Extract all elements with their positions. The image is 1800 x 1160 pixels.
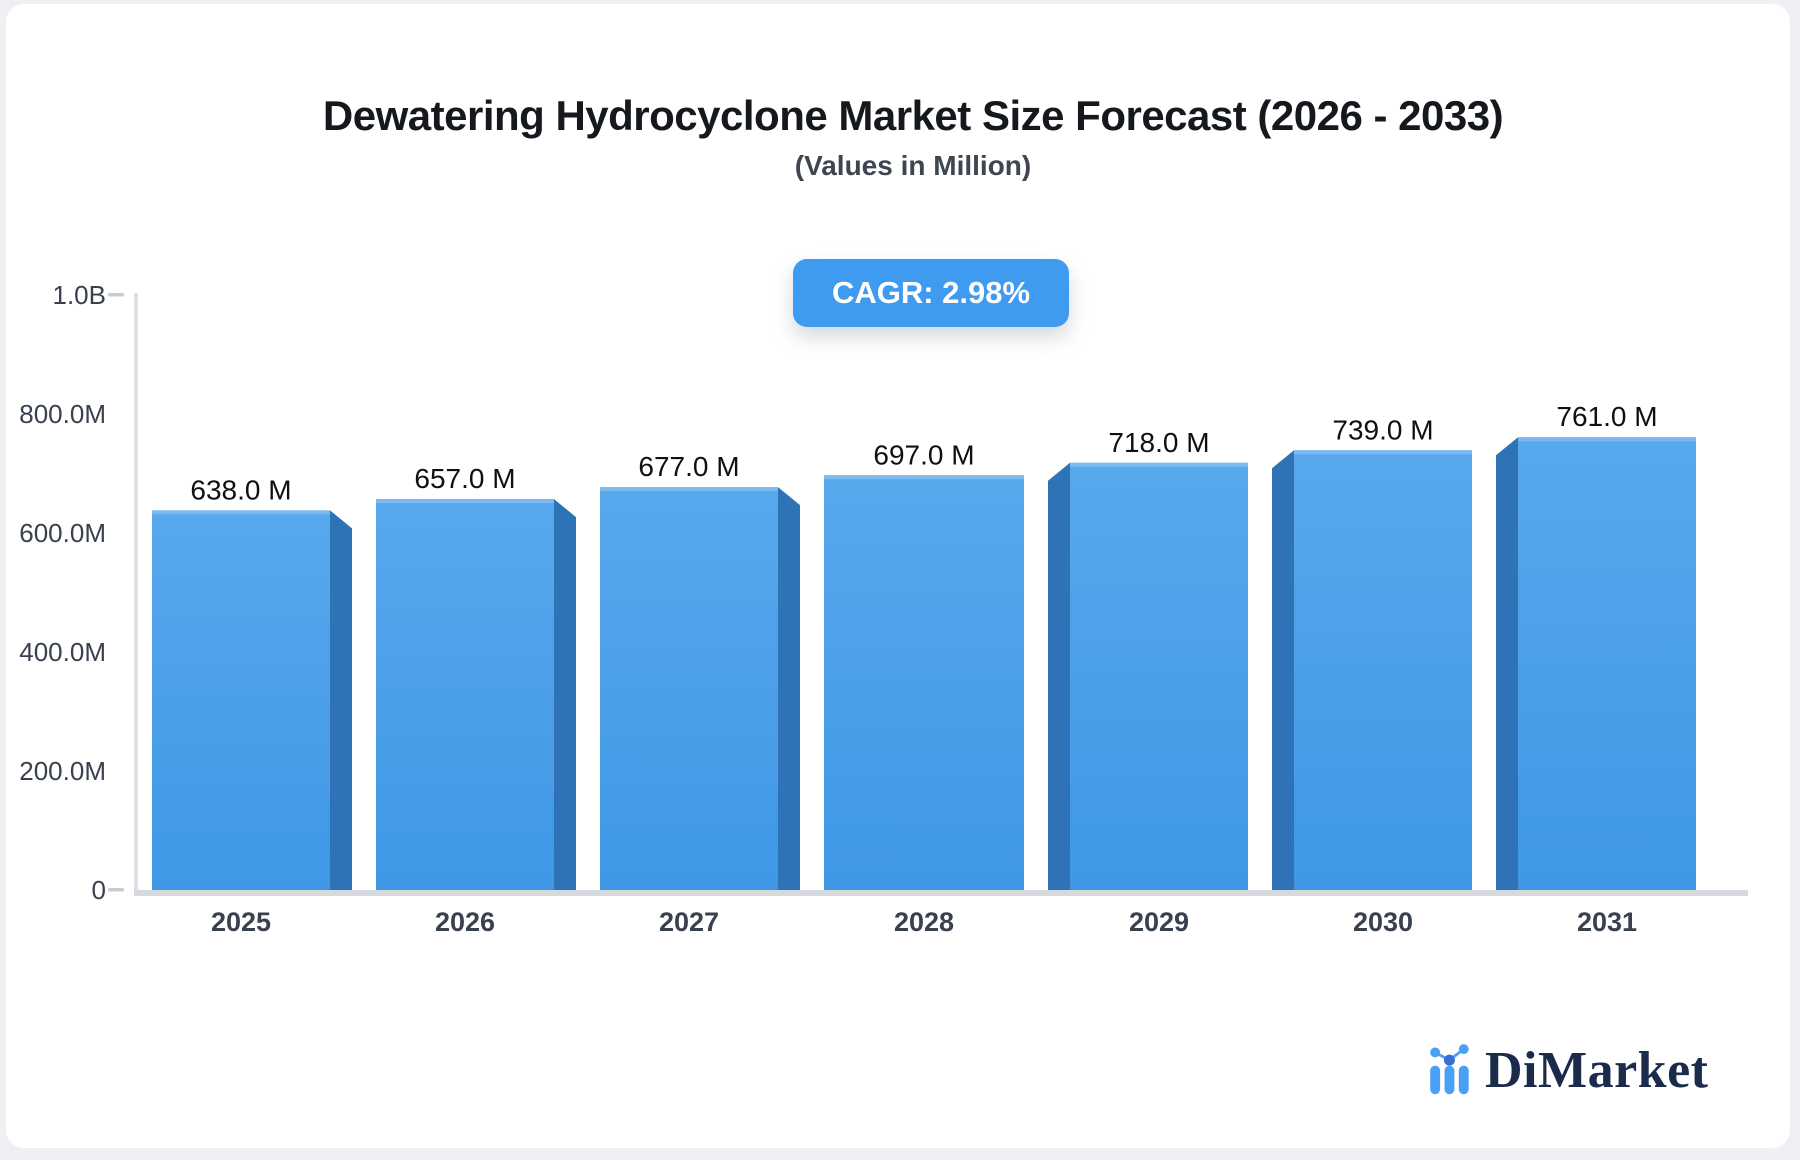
bar-top-cap: [1518, 437, 1696, 442]
bar-top-cap: [376, 499, 554, 504]
bar-side-face: [554, 499, 576, 890]
bar-value-label: 761.0 M: [1556, 401, 1657, 432]
x-category-label: 2025: [211, 907, 271, 937]
bar-front-face: [1518, 437, 1696, 890]
bar-chart: 1.0B 800.0M 600.0M 400.0M 200.0M 0 638.0 M 2025…: [19, 280, 1748, 937]
cagr-badge-label: CAGR: 2.98%: [831, 275, 1031, 310]
y-tick-label: 400.0M: [19, 637, 106, 667]
brand-logo: DiMarket: [1428, 1040, 1708, 1100]
bar-2027[interactable]: [600, 487, 800, 890]
bar-front-face: [1070, 462, 1248, 890]
y-tick-label: 800.0M: [19, 399, 106, 429]
bar-value-label: 677.0 M: [638, 451, 739, 482]
bar-2026[interactable]: [376, 499, 576, 890]
cagr-badge: CAGR: 2.98%: [793, 259, 1069, 327]
x-category-label: 2030: [1353, 907, 1413, 937]
bar-front-face: [1294, 450, 1472, 890]
y-tick-label: 600.0M: [19, 518, 106, 548]
logo-bar: [1458, 1065, 1469, 1095]
bar-side-face: [1048, 462, 1070, 890]
x-category-label: 2027: [659, 907, 719, 937]
bar-2031[interactable]: [1496, 437, 1696, 890]
bar-side-face: [1272, 450, 1294, 890]
bar-top-cap: [1294, 450, 1472, 455]
brand-logo-icon: [1430, 1044, 1469, 1095]
chart-title: Dewatering Hydrocyclone Market Size Fore…: [322, 92, 1504, 139]
chart-subtitle: (Values in Million): [794, 150, 1032, 181]
bar-side-face: [778, 487, 800, 890]
bar-side-face: [1496, 437, 1518, 890]
x-category-label: 2026: [435, 907, 495, 937]
x-category-label: 2028: [894, 907, 954, 937]
bar-value-label: 657.0 M: [414, 463, 515, 494]
bar-2030[interactable]: [1272, 450, 1472, 890]
chart-card: Dewatering Hydrocyclone Market Size Fore…: [6, 4, 1790, 1148]
x-axis-line: [134, 890, 1748, 896]
bar-front-face: [824, 475, 1024, 890]
brand-logo-text: DiMarket: [1485, 1041, 1709, 1099]
bar-front-face: [600, 487, 778, 890]
y-tick-label: 0: [92, 875, 106, 905]
bar-value-label: 739.0 M: [1332, 414, 1433, 445]
bar-2029[interactable]: [1048, 462, 1248, 890]
bar-side-face: [330, 510, 352, 890]
x-category-label: 2031: [1577, 907, 1637, 937]
logo-dot: [1430, 1047, 1441, 1058]
bar-2028[interactable]: [824, 475, 1024, 890]
chart-header: Dewatering Hydrocyclone Market Size Fore…: [36, 4, 1790, 182]
bar-top-cap: [152, 510, 330, 515]
bar-value-label: 718.0 M: [1108, 427, 1209, 458]
bar-front-face: [376, 499, 554, 890]
y-tick-mark: [108, 293, 124, 297]
x-category-label: 2029: [1129, 907, 1189, 937]
bar-value-label: 638.0 M: [190, 474, 291, 505]
bar-top-cap: [824, 475, 1024, 480]
logo-dot: [1458, 1044, 1469, 1055]
logo-bar: [1444, 1065, 1455, 1095]
y-axis-line: [134, 293, 138, 896]
bar-2025[interactable]: [152, 510, 352, 890]
logo-bar: [1430, 1065, 1441, 1095]
y-tick-mark: [108, 888, 124, 892]
y-tick-label: 200.0M: [19, 756, 106, 786]
bar-value-label: 697.0 M: [873, 439, 974, 470]
bar-front-face: [152, 510, 330, 890]
bar-top-cap: [1070, 462, 1248, 467]
y-tick-label: 1.0B: [53, 280, 107, 310]
bar-top-cap: [600, 487, 778, 492]
logo-dot: [1443, 1054, 1455, 1066]
